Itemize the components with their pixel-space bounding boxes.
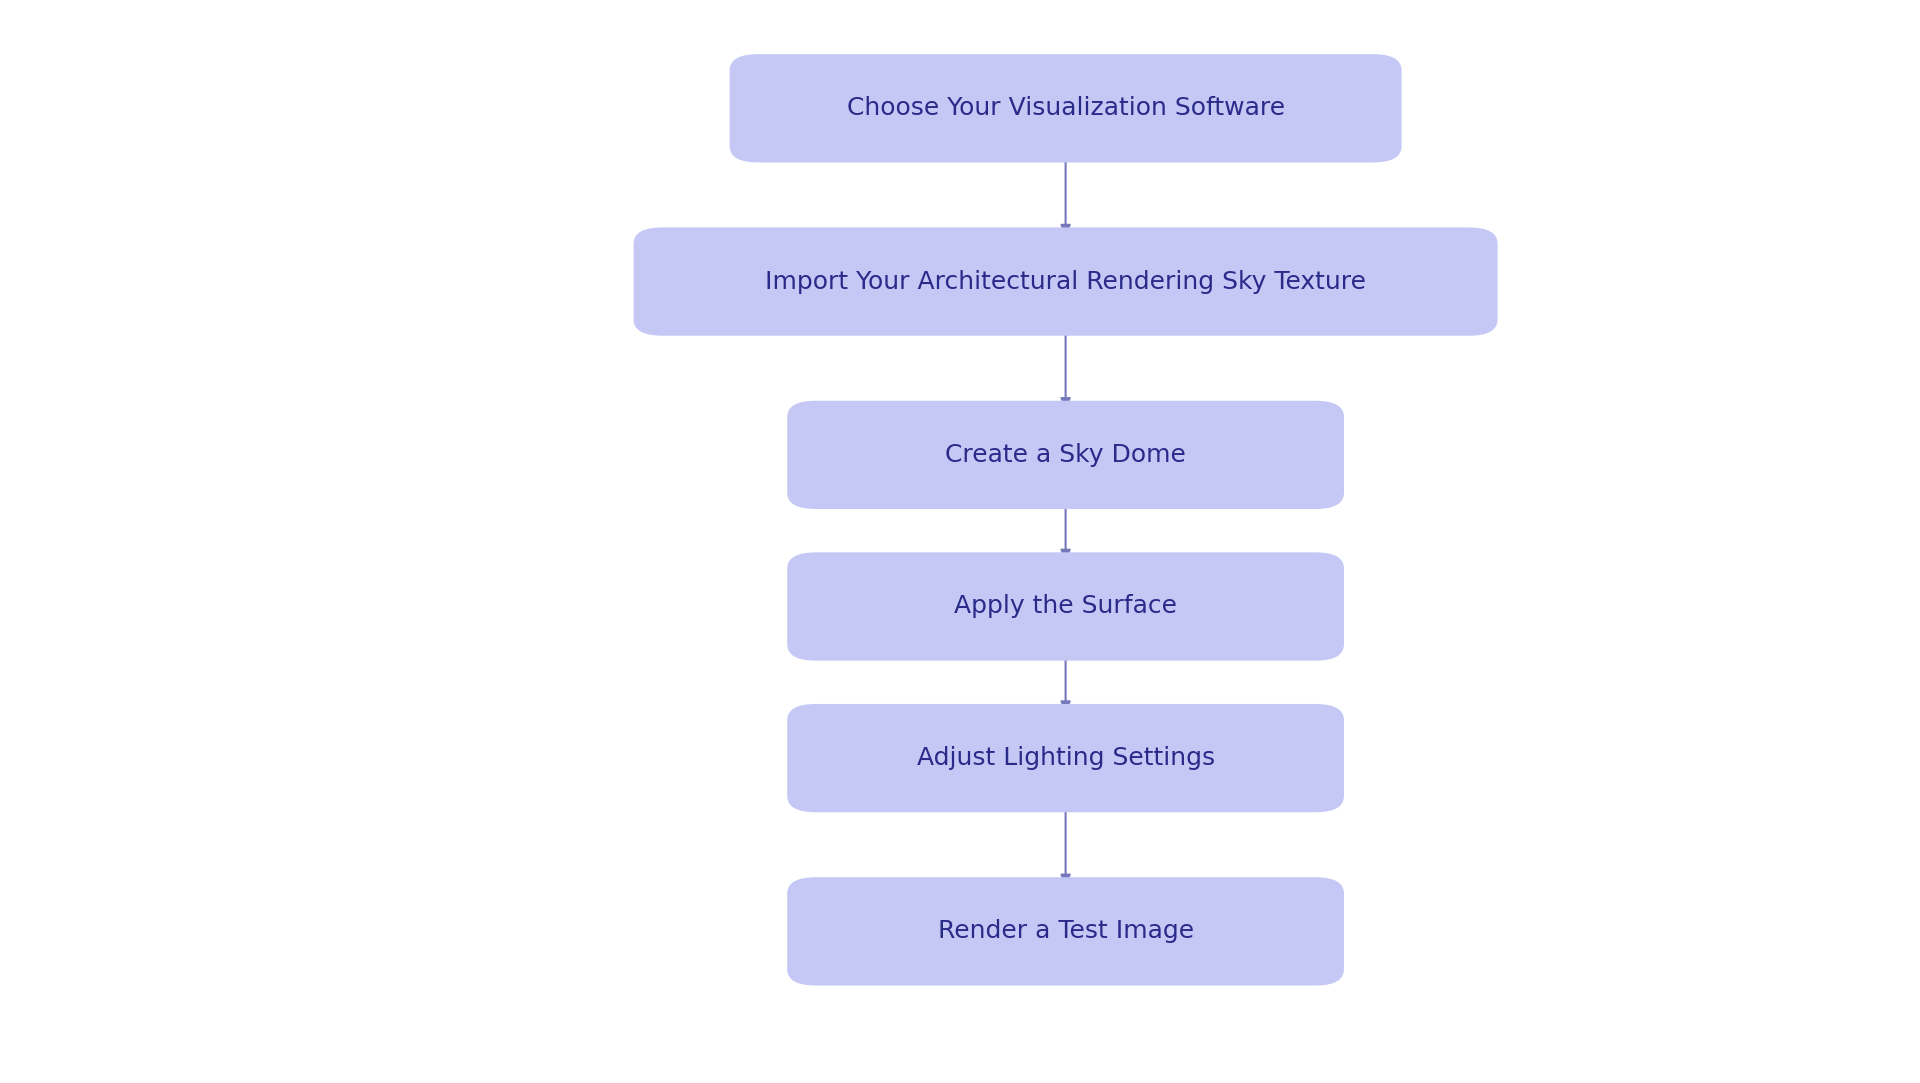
Text: Adjust Lighting Settings: Adjust Lighting Settings	[916, 746, 1215, 770]
FancyBboxPatch shape	[787, 552, 1344, 661]
FancyBboxPatch shape	[634, 227, 1498, 336]
Text: Render a Test Image: Render a Test Image	[937, 919, 1194, 943]
Text: Import Your Architectural Rendering Sky Texture: Import Your Architectural Rendering Sky …	[764, 270, 1367, 293]
Text: Apply the Surface: Apply the Surface	[954, 595, 1177, 618]
FancyBboxPatch shape	[787, 877, 1344, 986]
Text: Create a Sky Dome: Create a Sky Dome	[945, 443, 1187, 467]
FancyBboxPatch shape	[730, 54, 1402, 162]
FancyBboxPatch shape	[787, 401, 1344, 509]
Text: Choose Your Visualization Software: Choose Your Visualization Software	[847, 96, 1284, 120]
FancyBboxPatch shape	[787, 704, 1344, 812]
